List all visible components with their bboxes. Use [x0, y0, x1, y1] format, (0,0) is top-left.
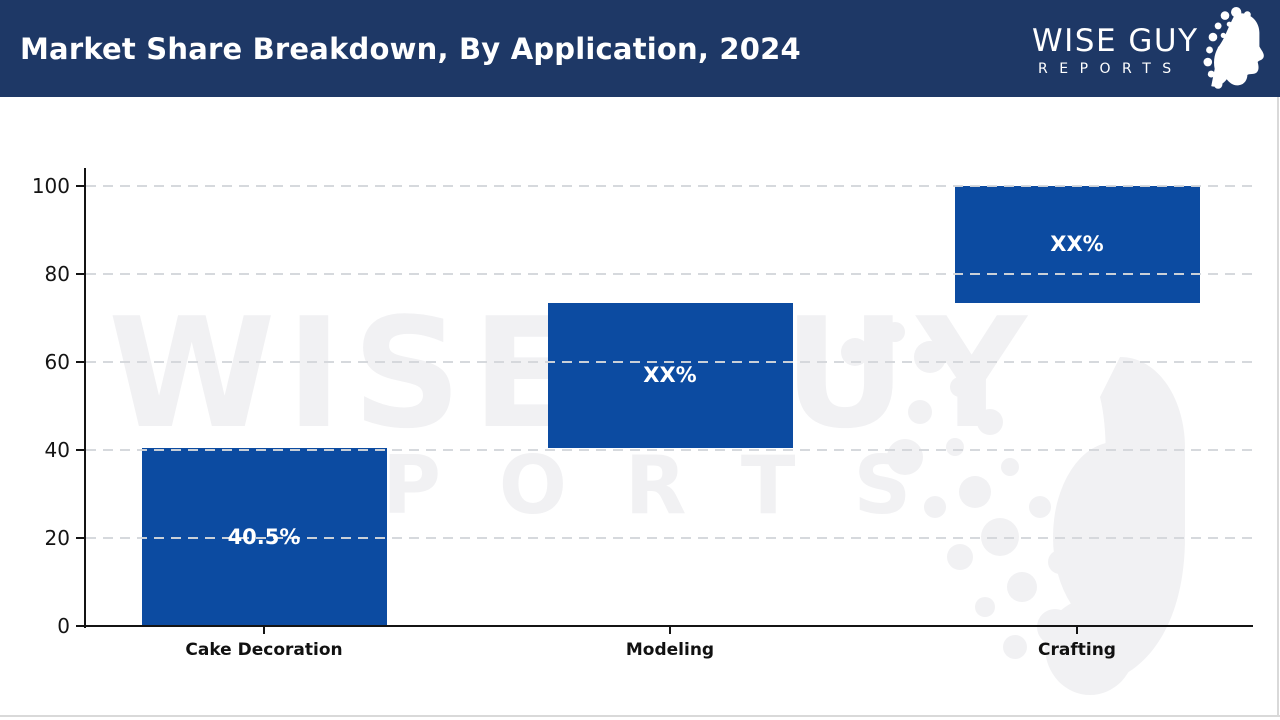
chart-title: Market Share Breakdown, By Application, …: [20, 31, 801, 66]
bar-cake-decoration: [141, 447, 387, 626]
x-category-label-cake-decoration: Cake Decoration: [185, 640, 343, 660]
page-bottom-rule: [0, 715, 1280, 717]
bar-value-label-crafting: XX%: [1050, 232, 1104, 257]
header-band: Market Share Breakdown, By Application, …: [0, 0, 1280, 97]
x-axis-line: [84, 625, 1253, 627]
bar-value-label-cake-decoration: 40.5%: [227, 524, 301, 549]
bar-modeling: [547, 302, 793, 448]
y-tick-label-40: 40: [44, 438, 70, 462]
y-tick-label-60: 60: [44, 350, 70, 374]
y-tick-80: [76, 273, 84, 275]
y-tick-100: [76, 185, 84, 187]
gridline-40: [86, 449, 1253, 451]
gridline-60: [86, 361, 1253, 363]
y-tick-label-100: 100: [31, 174, 70, 198]
y-tick-60: [76, 361, 84, 363]
x-tick-cake-decoration: [263, 627, 265, 634]
y-tick-label-20: 20: [44, 526, 70, 550]
y-tick-20: [76, 537, 84, 539]
y-tick-40: [76, 449, 84, 451]
logo-wordmark: WISE GUY: [1032, 23, 1199, 59]
y-tick-label-0: 0: [57, 614, 70, 638]
x-tick-crafting: [1076, 627, 1078, 634]
y-tick-label-80: 80: [44, 262, 70, 286]
gridline-80: [86, 273, 1253, 275]
gridline-100: [86, 185, 1253, 187]
page-right-rule: [1277, 97, 1279, 717]
x-category-label-modeling: Modeling: [625, 640, 715, 660]
brand-logo: WISE GUY REPORTS: [1008, 5, 1266, 93]
logo-reports-text: REPORTS: [1038, 61, 1183, 77]
x-tick-modeling: [669, 627, 671, 634]
bar-crafting: [954, 186, 1200, 303]
gridline-20: [86, 537, 1253, 539]
y-axis-line: [84, 168, 86, 628]
x-category-label-crafting: Crafting: [1038, 640, 1116, 660]
y-tick-0: [76, 625, 84, 627]
logo-dotted-face-icon: [1203, 7, 1264, 89]
bar-value-label-modeling: XX%: [643, 363, 697, 388]
